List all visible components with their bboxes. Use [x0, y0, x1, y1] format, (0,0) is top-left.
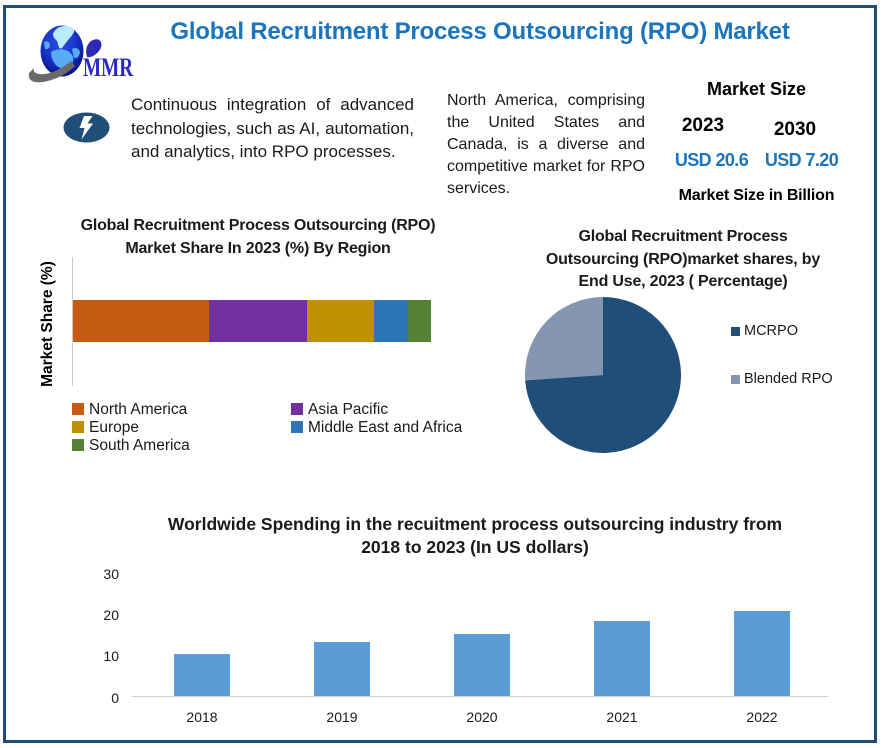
svg-text:MMR: MMR — [83, 53, 134, 81]
